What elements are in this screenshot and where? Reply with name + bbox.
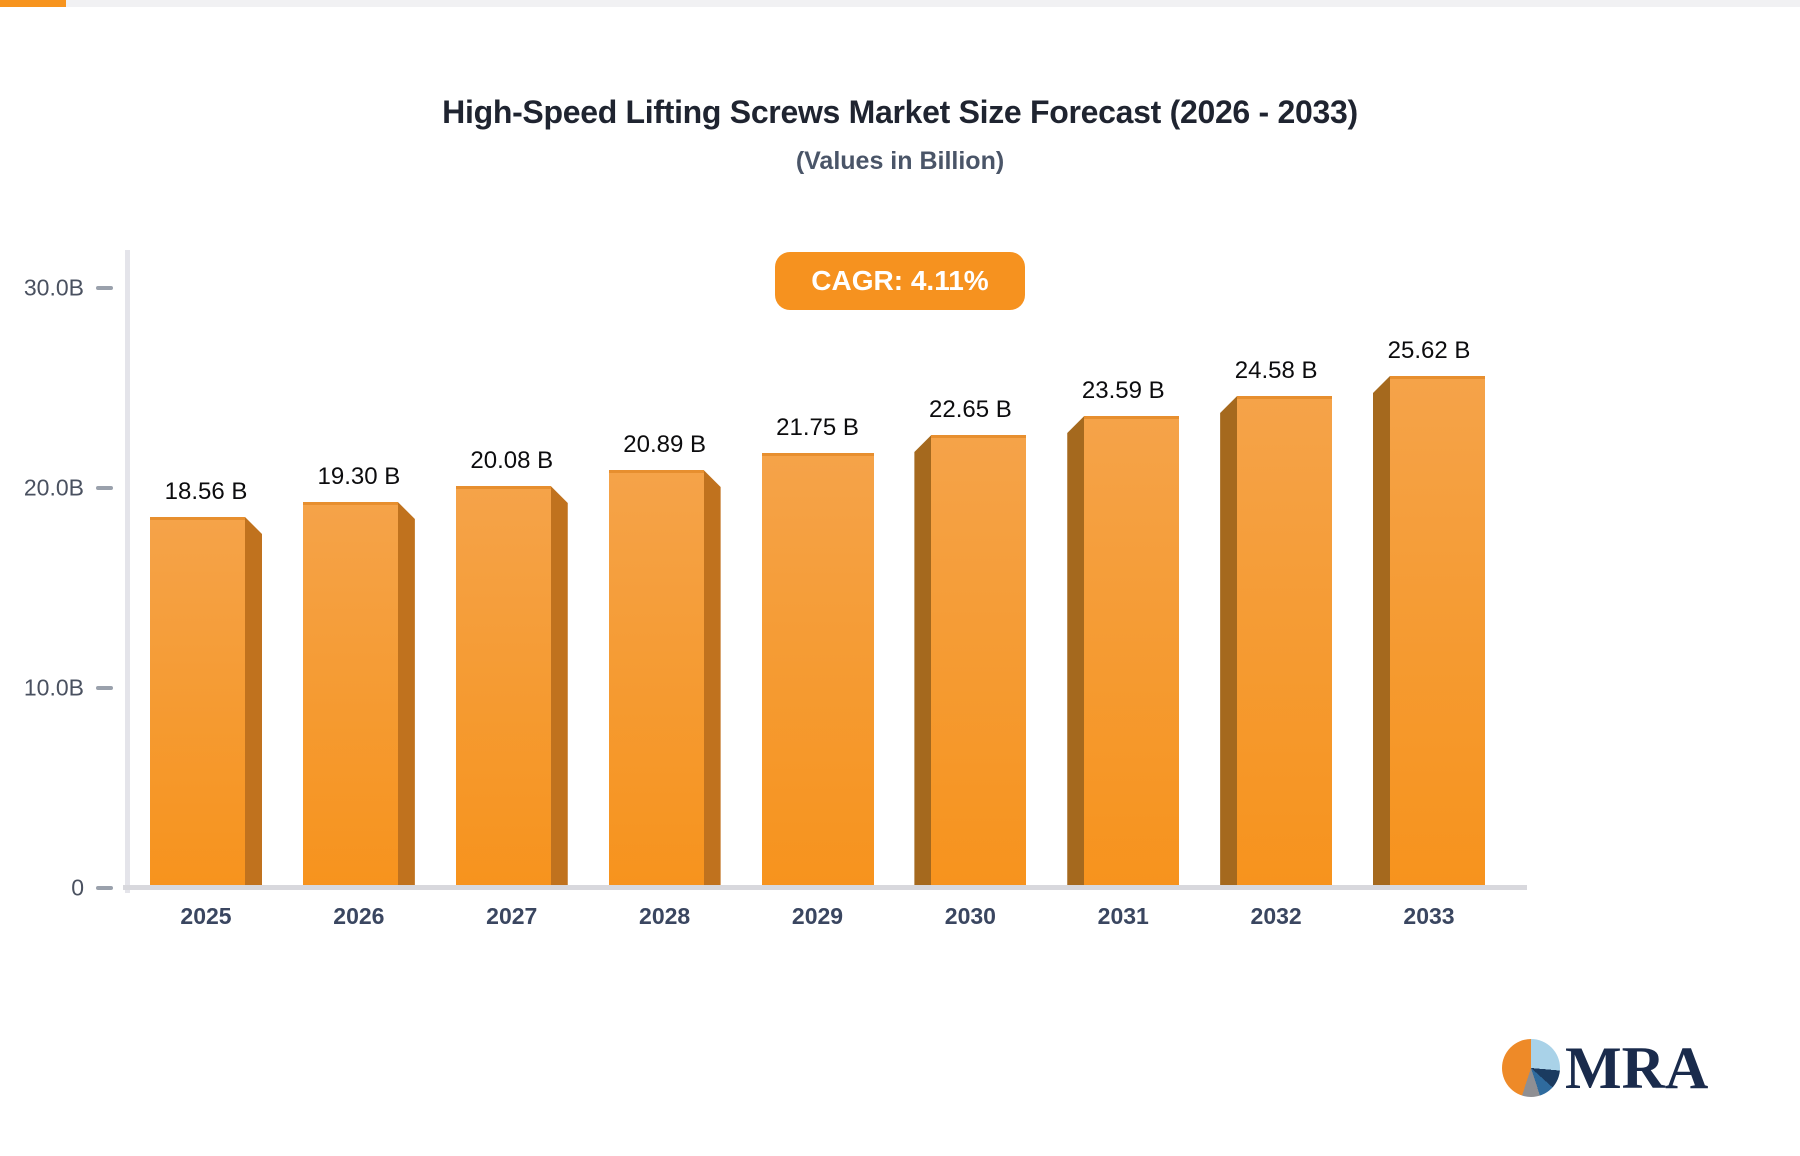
- bar-value-label: 22.65 B: [929, 396, 1012, 423]
- bar-column-2027: 20.08 B: [455, 447, 568, 888]
- bar-2025: [150, 517, 262, 888]
- x-axis-labels: 2025 2026 2027 2028 2029 2030 2031 2032 2033: [130, 903, 1525, 930]
- bar-face: [1390, 376, 1485, 888]
- x-axis-line: [123, 885, 1527, 890]
- bar-2032: [1220, 396, 1333, 888]
- bar-value-label: 18.56 B: [164, 478, 248, 505]
- bar-depth-side: [245, 517, 262, 888]
- mra-logo-text: MRA: [1565, 1035, 1709, 1101]
- bar-face: [1084, 416, 1180, 888]
- bar-column-2028: 20.89 B: [608, 431, 721, 888]
- bar-column-2029: 21.75 B: [761, 414, 874, 888]
- bar-value-label: 19.30 B: [317, 463, 401, 490]
- bar-2033: [1373, 376, 1485, 888]
- bar-2027: [455, 486, 568, 888]
- x-tick-label-2031: 2031: [1097, 903, 1149, 929]
- mra-logo-pie-icon: [1502, 1039, 1560, 1097]
- y-tick-dash: [96, 486, 113, 490]
- bar-depth-side: [1220, 396, 1238, 888]
- bar-2029: [761, 453, 874, 888]
- y-tick-dash: [96, 686, 113, 690]
- y-tick-label: 30.0B: [23, 274, 84, 301]
- bar-2031: [1067, 416, 1180, 888]
- bar-depth-side: [914, 435, 932, 888]
- badge-row: CAGR: 4.11%: [0, 252, 1800, 310]
- top-strip-orange-sliver: [0, 0, 66, 7]
- mra-logo: MRA: [1502, 1038, 1708, 1098]
- bar-face: [455, 486, 551, 888]
- x-tick-label-2027: 2027: [486, 903, 538, 929]
- bar-depth-side: [397, 502, 415, 888]
- x-tick-label-2030: 2030: [944, 903, 996, 929]
- bar-face: [931, 435, 1027, 888]
- cagr-badge: CAGR: 4.11%: [775, 252, 1025, 310]
- bar-face: [302, 502, 398, 888]
- y-tick-label: 10.0B: [23, 674, 84, 701]
- y-tick-label: 20.0B: [23, 474, 84, 501]
- bar-face: [761, 453, 874, 888]
- bar-2026: [302, 502, 415, 888]
- chart-title: High-Speed Lifting Screws Market Size Fo…: [442, 94, 1358, 130]
- bar-depth-side: [1373, 376, 1390, 888]
- x-tick-label-2032: 2032: [1250, 903, 1302, 929]
- bar-column-2033: 25.62 B: [1373, 337, 1485, 888]
- bar-value-label: 23.59 B: [1081, 377, 1165, 404]
- x-tick-label-2025: 2025: [180, 903, 232, 929]
- bar-column-2031: 23.59 B: [1067, 377, 1180, 888]
- y-tick-label: 0: [71, 874, 84, 901]
- bar-value-label: 20.89 B: [623, 431, 706, 458]
- bar-depth-side: [550, 486, 568, 888]
- top-strip: [0, 0, 1800, 7]
- bar-column-2026: 19.30 B: [302, 463, 415, 888]
- x-tick-label-2026: 2026: [333, 903, 385, 929]
- bar-value-label: 21.75 B: [776, 414, 859, 441]
- bar-value-label: 24.58 B: [1234, 357, 1318, 384]
- bar-face: [150, 517, 245, 888]
- bar-value-label: 25.62 B: [1387, 337, 1471, 364]
- bar-face: [608, 470, 704, 888]
- bar-2030: [914, 435, 1027, 888]
- bars-row: 18.56 B 19.30 B 20.08 B 20.89 B 21.75 B 22.65…: [130, 288, 1525, 888]
- bar-depth-side: [1067, 416, 1085, 888]
- x-tick-label-2028: 2028: [639, 903, 691, 929]
- bar-column-2032: 24.58 B: [1220, 357, 1333, 888]
- x-tick-label-2029: 2029: [791, 903, 844, 929]
- y-axis-line: [125, 250, 130, 893]
- chart-subtitle: (Values in Billion): [795, 147, 1005, 175]
- bar-column-2025: 18.56 B: [150, 478, 262, 888]
- y-tick-dash: [96, 286, 113, 290]
- x-tick-label-2033: 2033: [1403, 903, 1455, 929]
- y-tick-dash: [96, 886, 113, 890]
- bar-value-label: 20.08 B: [470, 447, 554, 474]
- bar-face: [1237, 396, 1333, 888]
- bar-depth-side: [703, 470, 721, 888]
- plot-area: 18.56 B 19.30 B 20.08 B 20.89 B 21.75 B 22.65…: [123, 250, 1527, 893]
- bar-2028: [608, 470, 721, 888]
- bar-column-2030: 22.65 B: [914, 396, 1027, 888]
